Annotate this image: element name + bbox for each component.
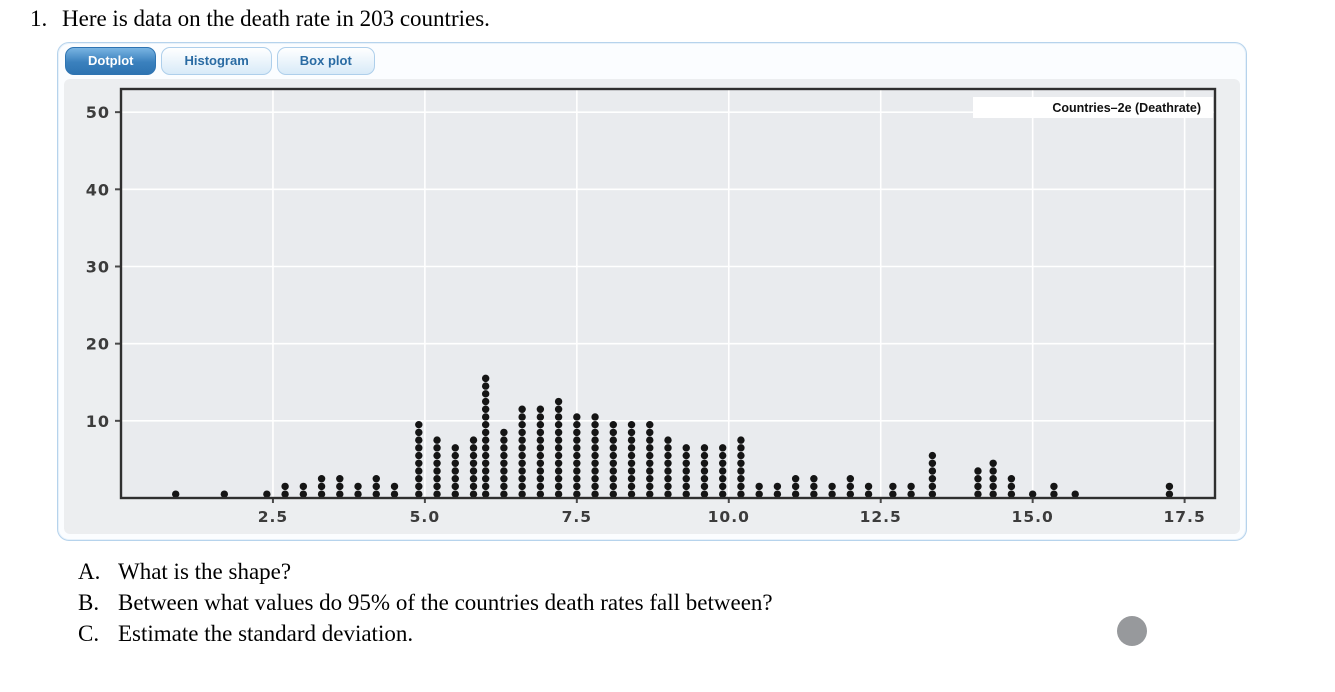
x-tick-label: 17.5 <box>1163 508 1205 526</box>
sub-question-letter: C. <box>78 620 100 646</box>
gray-circle-marker <box>1117 616 1147 646</box>
sub-question-text: Estimate the standard deviation. <box>118 620 414 646</box>
axis-ticks: 10 20 30 40 50 2.5 5.0 7.5 10.0 12.5 15.0 17.5 <box>86 103 1205 526</box>
question-number: 1. <box>30 6 48 31</box>
tab-boxplot[interactable]: Box plot <box>276 47 375 75</box>
sub-question-b: B. Between what values do 95% of the cou… <box>78 587 773 618</box>
plot-border <box>119 87 1217 500</box>
dotplot-chart: 10 20 30 40 50 2.5 5.0 7.5 10.0 12.5 15.0 17.5 Count… <box>64 79 1240 534</box>
sub-questions: A. What is the shape? B. Between what va… <box>78 556 773 649</box>
legend-label: Countries–2e (Deathrate) <box>1052 101 1201 115</box>
y-tick-label: 40 <box>86 180 110 199</box>
dots-layer <box>172 374 1174 498</box>
applet-panel: Dotplot Histogram Box plot 10 20 30 40 50 2.5… <box>57 42 1247 541</box>
tab-bar: Dotplot Histogram Box plot <box>65 47 375 75</box>
x-tick-label: 15.0 <box>1012 508 1054 526</box>
legend: Countries–2e (Deathrate) <box>973 97 1213 118</box>
sub-question-letter: A. <box>78 558 101 584</box>
sub-question-text: Between what values do 95% of the countr… <box>118 589 773 615</box>
y-tick-label: 30 <box>86 257 110 276</box>
x-tick-label: 2.5 <box>258 508 288 526</box>
tab-dotplot[interactable]: Dotplot <box>65 47 157 75</box>
x-tick-label: 7.5 <box>562 508 592 526</box>
y-tick-label: 20 <box>86 335 110 354</box>
sub-question-letter: B. <box>78 589 100 615</box>
question-text: Here is data on the death rate in 203 co… <box>62 6 490 31</box>
tab-histogram[interactable]: Histogram <box>161 47 272 75</box>
y-tick-label: 50 <box>86 103 110 122</box>
sub-question-a: A. What is the shape? <box>78 556 773 587</box>
question-title: 1. Here is data on the death rate in 203… <box>30 6 490 32</box>
x-tick-label: 10.0 <box>708 508 750 526</box>
dotplot-svg: 10 20 30 40 50 2.5 5.0 7.5 10.0 12.5 15.0 17.5 Count… <box>86 87 1217 526</box>
sub-question-c: C. Estimate the standard deviation. <box>78 618 773 649</box>
y-tick-label: 10 <box>86 412 110 431</box>
sub-question-text: What is the shape? <box>118 558 292 584</box>
x-tick-label: 12.5 <box>860 508 902 526</box>
x-tick-label: 5.0 <box>410 508 440 526</box>
